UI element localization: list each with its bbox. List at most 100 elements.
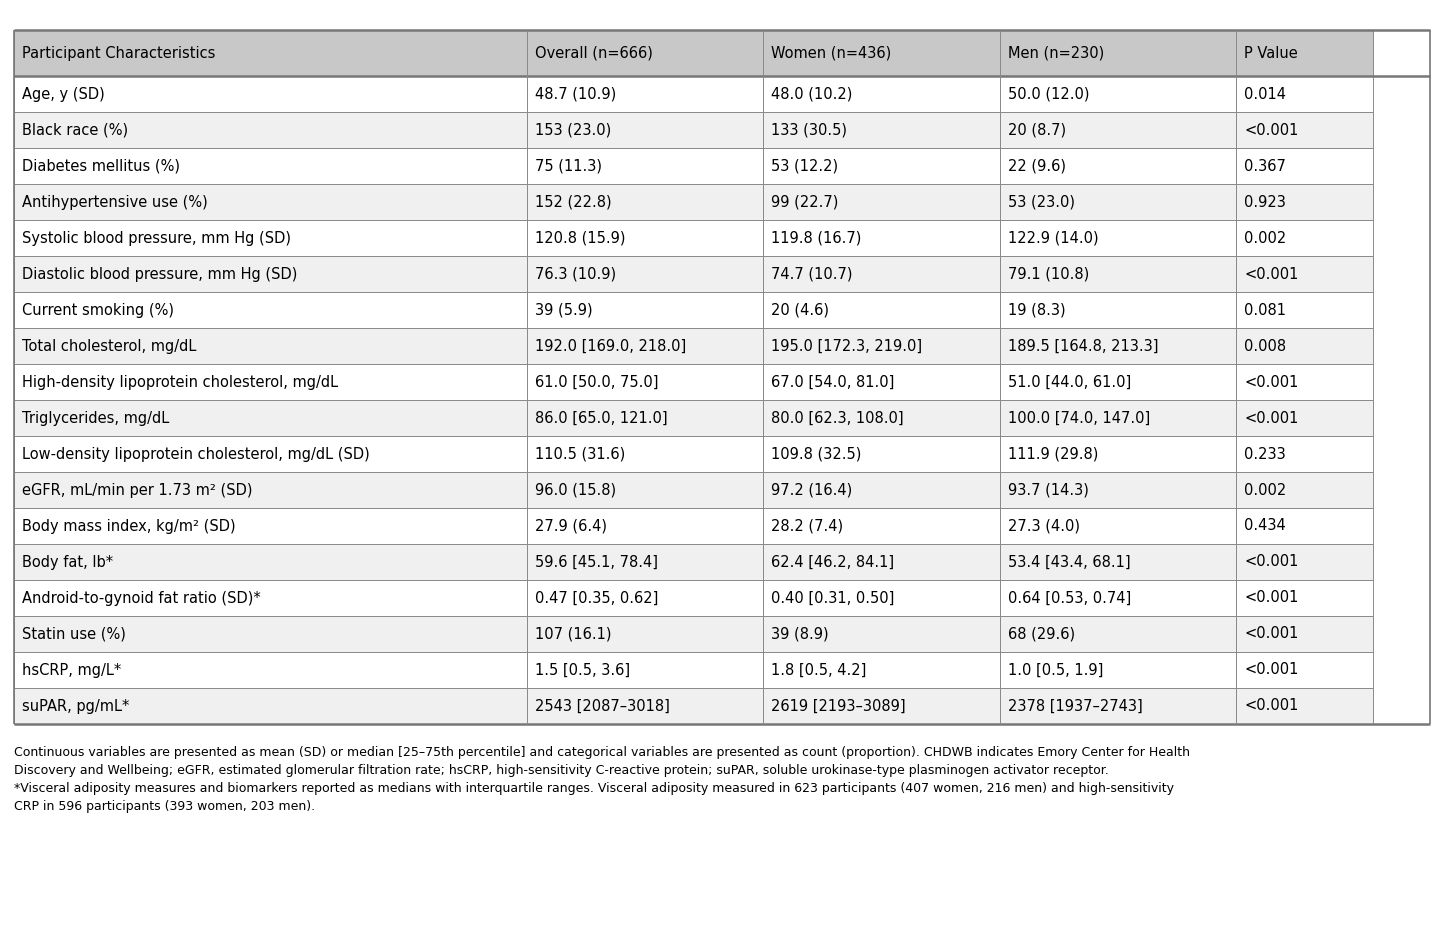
- Text: 62.4 [46.2, 84.1]: 62.4 [46.2, 84.1]: [771, 554, 894, 569]
- Bar: [14, 220, 527, 256]
- Text: 110.5 (31.6): 110.5 (31.6): [534, 446, 625, 461]
- Text: 0.002: 0.002: [1245, 231, 1287, 246]
- Text: 133 (30.5): 133 (30.5): [771, 123, 848, 138]
- Bar: [999, 364, 1236, 400]
- Text: 28.2 (7.4): 28.2 (7.4): [771, 519, 843, 534]
- Bar: [762, 112, 999, 148]
- Text: 76.3 (10.9): 76.3 (10.9): [534, 266, 615, 281]
- Bar: [527, 688, 762, 724]
- Bar: [1236, 508, 1373, 544]
- Bar: [999, 472, 1236, 508]
- Text: 48.0 (10.2): 48.0 (10.2): [771, 86, 852, 101]
- Bar: [999, 544, 1236, 580]
- Bar: [14, 112, 527, 148]
- Bar: [527, 652, 762, 688]
- Text: 53.4 [43.4, 68.1]: 53.4 [43.4, 68.1]: [1008, 554, 1131, 569]
- Text: suPAR, pg/mL*: suPAR, pg/mL*: [22, 699, 130, 714]
- Bar: [762, 436, 999, 472]
- Text: <0.001: <0.001: [1245, 123, 1298, 138]
- Bar: [527, 148, 762, 184]
- Bar: [14, 400, 527, 436]
- Text: 111.9 (29.8): 111.9 (29.8): [1008, 446, 1097, 461]
- Bar: [14, 436, 527, 472]
- Text: 0.081: 0.081: [1245, 302, 1287, 317]
- Text: 0.233: 0.233: [1245, 446, 1285, 461]
- Text: hsCRP, mg/L*: hsCRP, mg/L*: [22, 662, 121, 677]
- Bar: [1236, 148, 1373, 184]
- Text: 20 (8.7): 20 (8.7): [1008, 123, 1066, 138]
- Bar: [999, 184, 1236, 220]
- Text: Statin use (%): Statin use (%): [22, 627, 126, 642]
- Text: Continuous variables are presented as mean (SD) or median [25–75th percentile] a: Continuous variables are presented as me…: [14, 746, 1190, 759]
- Text: 0.40 [0.31, 0.50]: 0.40 [0.31, 0.50]: [771, 591, 894, 606]
- Text: 67.0 [54.0, 81.0]: 67.0 [54.0, 81.0]: [771, 374, 894, 389]
- Text: Age, y (SD): Age, y (SD): [22, 86, 105, 101]
- Bar: [14, 652, 527, 688]
- Text: 2378 [1937–2743]: 2378 [1937–2743]: [1008, 699, 1142, 714]
- Text: 195.0 [172.3, 219.0]: 195.0 [172.3, 219.0]: [771, 339, 923, 354]
- Bar: [1236, 616, 1373, 652]
- Text: 122.9 (14.0): 122.9 (14.0): [1008, 231, 1097, 246]
- Bar: [527, 400, 762, 436]
- Bar: [1236, 472, 1373, 508]
- Text: Total cholesterol, mg/dL: Total cholesterol, mg/dL: [22, 339, 196, 354]
- Bar: [999, 76, 1236, 112]
- Text: 0.367: 0.367: [1245, 159, 1287, 174]
- Bar: [1236, 328, 1373, 364]
- Bar: [999, 292, 1236, 328]
- Bar: [527, 436, 762, 472]
- Bar: [762, 616, 999, 652]
- Bar: [1236, 30, 1373, 76]
- Text: CRP in 596 participants (393 women, 203 men).: CRP in 596 participants (393 women, 203 …: [14, 800, 315, 813]
- Bar: [762, 184, 999, 220]
- Bar: [14, 256, 527, 292]
- Text: Overall (n=666): Overall (n=666): [534, 46, 653, 60]
- Text: 50.0 (12.0): 50.0 (12.0): [1008, 86, 1089, 101]
- Text: Body mass index, kg/m² (SD): Body mass index, kg/m² (SD): [22, 519, 235, 534]
- Text: 27.9 (6.4): 27.9 (6.4): [534, 519, 606, 534]
- Bar: [14, 472, 527, 508]
- Text: 39 (5.9): 39 (5.9): [534, 302, 592, 317]
- Bar: [999, 256, 1236, 292]
- Bar: [762, 652, 999, 688]
- Bar: [999, 652, 1236, 688]
- Bar: [999, 400, 1236, 436]
- Bar: [999, 580, 1236, 616]
- Text: *Visceral adiposity measures and biomarkers reported as medians with interquarti: *Visceral adiposity measures and biomark…: [14, 782, 1174, 795]
- Text: 39 (8.9): 39 (8.9): [771, 627, 829, 642]
- Bar: [14, 184, 527, 220]
- Bar: [999, 148, 1236, 184]
- Text: 99 (22.7): 99 (22.7): [771, 194, 839, 209]
- Bar: [14, 30, 527, 76]
- Text: Diastolic blood pressure, mm Hg (SD): Diastolic blood pressure, mm Hg (SD): [22, 266, 297, 281]
- Text: 152 (22.8): 152 (22.8): [534, 194, 611, 209]
- Text: 86.0 [65.0, 121.0]: 86.0 [65.0, 121.0]: [534, 411, 667, 426]
- Bar: [14, 364, 527, 400]
- Text: Low-density lipoprotein cholesterol, mg/dL (SD): Low-density lipoprotein cholesterol, mg/…: [22, 446, 370, 461]
- Bar: [762, 544, 999, 580]
- Bar: [999, 112, 1236, 148]
- Bar: [1236, 436, 1373, 472]
- Text: 109.8 (32.5): 109.8 (32.5): [771, 446, 862, 461]
- Text: Triglycerides, mg/dL: Triglycerides, mg/dL: [22, 411, 169, 426]
- Text: <0.001: <0.001: [1245, 699, 1298, 714]
- Bar: [527, 256, 762, 292]
- Text: <0.001: <0.001: [1245, 662, 1298, 677]
- Bar: [1236, 688, 1373, 724]
- Text: eGFR, mL/min per 1.73 m² (SD): eGFR, mL/min per 1.73 m² (SD): [22, 482, 253, 497]
- Text: Men (n=230): Men (n=230): [1008, 46, 1103, 60]
- Text: <0.001: <0.001: [1245, 591, 1298, 606]
- Bar: [527, 30, 762, 76]
- Bar: [14, 328, 527, 364]
- Bar: [527, 220, 762, 256]
- Text: 0.47 [0.35, 0.62]: 0.47 [0.35, 0.62]: [534, 591, 658, 606]
- Bar: [999, 616, 1236, 652]
- Bar: [1236, 400, 1373, 436]
- Text: 120.8 (15.9): 120.8 (15.9): [534, 231, 625, 246]
- Text: 51.0 [44.0, 61.0]: 51.0 [44.0, 61.0]: [1008, 374, 1131, 389]
- Text: 1.8 [0.5, 4.2]: 1.8 [0.5, 4.2]: [771, 662, 866, 677]
- Bar: [1236, 76, 1373, 112]
- Bar: [999, 220, 1236, 256]
- Bar: [1236, 364, 1373, 400]
- Text: 1.0 [0.5, 1.9]: 1.0 [0.5, 1.9]: [1008, 662, 1103, 677]
